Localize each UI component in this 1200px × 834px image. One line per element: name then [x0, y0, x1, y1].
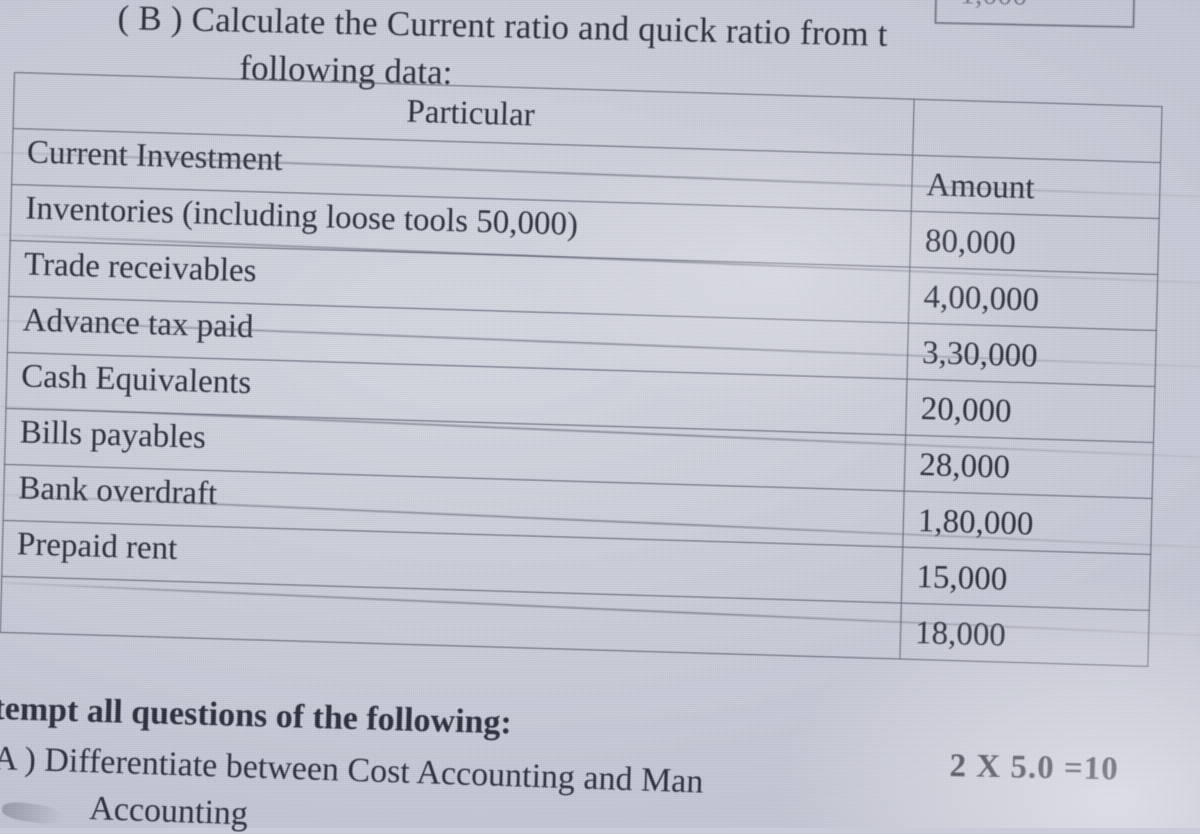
ink-smudge	[1, 799, 63, 827]
financial-data-table: Particular Current Investment Amount Inven…	[0, 72, 1163, 667]
cell-amount-text: 15,000	[916, 558, 1008, 598]
cell-amount: 3,30,000	[907, 323, 1157, 387]
cell-amount: 15,000	[901, 547, 1151, 611]
cell-amount: 4,00,000	[908, 267, 1158, 331]
footer-marks: 2 X 5.0 =10	[949, 748, 1120, 788]
footer-question-a-continued: Accounting	[88, 790, 249, 833]
cell-amount-text: 18,000	[914, 614, 1007, 654]
cell-amount-text: 3,30,000	[921, 335, 1039, 375]
cell-particular-text: Cash Equivalents	[20, 358, 252, 402]
footer-instruction: tempt all questions of the following:	[0, 690, 513, 742]
cell-amount-text: 28,000	[918, 447, 1011, 486]
cell-particular-text: Inventories (including loose tools 50,00…	[25, 190, 579, 243]
cell-amount-text: Amount	[925, 167, 1036, 207]
cell-amount: 28,000	[904, 435, 1154, 499]
cell-particular-text: Current Investment	[26, 134, 284, 178]
cell-amount-text: 20,000	[920, 391, 1012, 430]
cell-particular-text: Advance tax paid	[22, 302, 254, 346]
cell-particular-text: Trade receivables	[23, 246, 257, 290]
financial-data-table-wrapper: Particular Current Investment Amount Inven…	[0, 72, 1162, 715]
cell-amount: 80,000	[909, 211, 1160, 275]
cell-particular-text: Bank overdraft	[18, 470, 218, 513]
cell-amount: Amount	[911, 155, 1161, 219]
cell-amount: 18,000	[899, 603, 1150, 667]
cell-amount: 20,000	[905, 379, 1155, 443]
cell-particular-text: Prepaid rent	[16, 526, 178, 568]
header-cell-amount	[912, 99, 1162, 163]
cell-amount-text: 4,00,000	[923, 279, 1040, 319]
cell-particular-text: Bills payables	[19, 414, 207, 456]
clipped-box-text: 1,000	[960, 0, 1028, 13]
table-body: Particular Current Investment Amount Inven…	[0, 72, 1162, 667]
cell-amount: 1,80,000	[902, 491, 1153, 555]
cell-amount-text: 1,80,000	[917, 503, 1034, 543]
cell-amount-text: 80,000	[924, 223, 1017, 262]
